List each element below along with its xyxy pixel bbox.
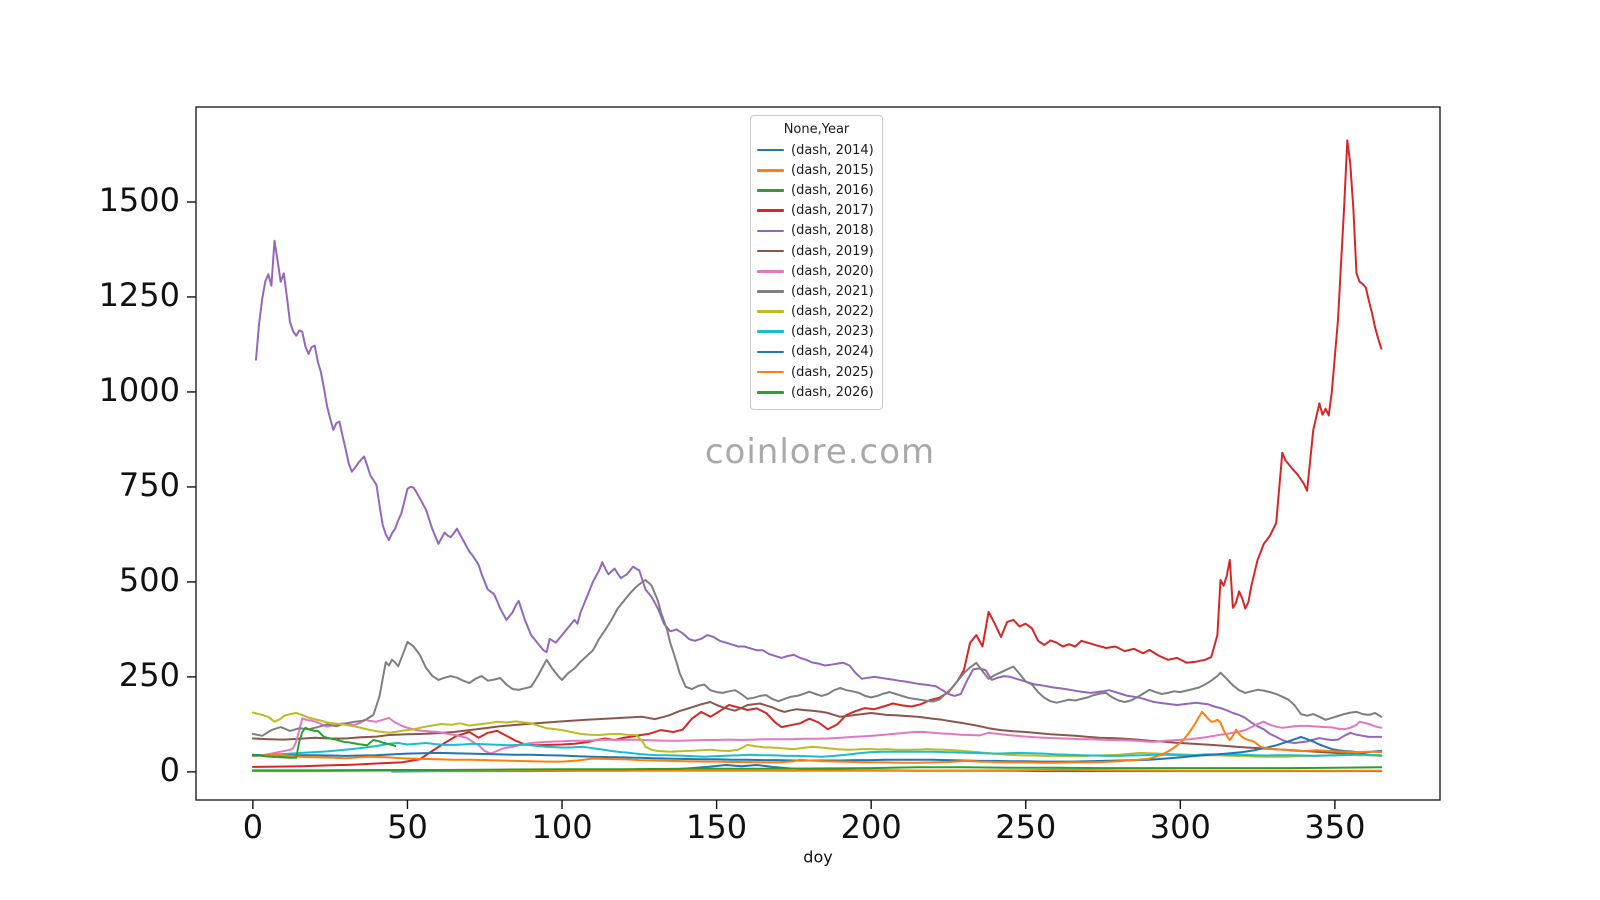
series-line-2026 — [251, 726, 397, 759]
legend-label: (dash, 2015) — [791, 162, 874, 178]
legend-entry: (dash, 2023) — [757, 322, 876, 342]
legend-entry: (dash, 2026) — [757, 382, 876, 402]
legend-swatch-line — [757, 391, 784, 394]
legend-swatch-line — [757, 168, 784, 172]
x-tick-label: 350 — [1304, 808, 1365, 846]
y-tick-label: 1250 — [99, 276, 180, 314]
x-tick-label: 300 — [1150, 808, 1211, 846]
legend-swatch-line — [757, 189, 784, 192]
x-tick-label: 200 — [841, 808, 902, 846]
y-tick-label: 0 — [160, 751, 180, 789]
series-line-2025 — [251, 710, 1383, 764]
legend-swatch-line — [757, 148, 784, 152]
legend-label: (dash, 2023) — [791, 324, 874, 340]
legend-label: (dash, 2024) — [791, 344, 874, 360]
legend-label: (dash, 2018) — [791, 223, 874, 239]
legend-entry: (dash, 2025) — [757, 362, 876, 382]
series-line-2018 — [255, 239, 1383, 744]
series-line-2023 — [251, 742, 1383, 758]
series-line-2016 — [251, 766, 1383, 772]
legend-entry: (dash, 2018) — [757, 221, 876, 241]
x-tick-label: 100 — [531, 808, 592, 846]
legend-entry: (dash, 2015) — [757, 160, 876, 180]
legend-label: (dash, 2022) — [791, 304, 874, 320]
legend-entry: (dash, 2021) — [757, 281, 876, 301]
series-line-2021 — [251, 579, 1383, 737]
legend-swatch-line — [757, 310, 784, 313]
legend-label: (dash, 2021) — [791, 283, 874, 299]
legend-swatch-line — [757, 229, 784, 233]
legend-entry: (dash, 2016) — [757, 180, 876, 200]
y-tick-label: 500 — [119, 561, 180, 599]
series-line-2024 — [251, 735, 1383, 763]
y-tick-label: 750 — [119, 466, 180, 504]
x-tick-label: 50 — [387, 808, 428, 846]
legend-swatch-line — [757, 269, 784, 273]
watermark-text: coinlore.com — [704, 432, 936, 472]
x-axis-label: doy — [803, 847, 833, 867]
x-tick-label: 250 — [995, 808, 1056, 846]
legend-title: None,Year — [783, 122, 850, 137]
legend-label: (dash, 2016) — [791, 182, 874, 198]
legend-label: (dash, 2020) — [791, 263, 874, 279]
legend: None,Year (dash, 2014) (dash, 2015) (dash,… — [750, 115, 883, 411]
legend-entry: (dash, 2020) — [757, 261, 876, 281]
x-tick-label: 150 — [686, 808, 747, 846]
legend-label: (dash, 2026) — [791, 384, 874, 400]
legend-swatch-line — [757, 209, 784, 212]
plot-border — [195, 106, 1441, 801]
series-line-2019 — [251, 701, 1383, 757]
legend-label: (dash, 2025) — [791, 364, 874, 380]
x-tick-label: 0 — [243, 808, 263, 846]
legend-swatch-line — [757, 249, 784, 253]
legend-entry: (dash, 2014) — [757, 140, 876, 160]
legend-swatch-line — [757, 370, 784, 374]
y-tick-label: 250 — [119, 656, 180, 694]
series-line-2022 — [251, 711, 1383, 758]
legend-swatch-line — [757, 330, 784, 334]
legend-entries: (dash, 2014) (dash, 2015) (dash, 2016) (das… — [757, 140, 876, 402]
legend-entry: (dash, 2019) — [757, 241, 876, 261]
legend-entry: (dash, 2022) — [757, 302, 876, 322]
legend-label: (dash, 2014) — [791, 142, 874, 158]
legend-entry: (dash, 2024) — [757, 342, 876, 362]
legend-label: (dash, 2017) — [791, 203, 874, 219]
legend-swatch-line — [757, 290, 784, 293]
legend-entry: (dash, 2017) — [757, 201, 876, 221]
series-line-2020 — [251, 716, 1383, 758]
legend-swatch-line — [757, 350, 784, 354]
y-tick-label: 1000 — [99, 371, 180, 409]
legend-label: (dash, 2019) — [791, 243, 874, 259]
y-tick-label: 1500 — [99, 181, 180, 219]
